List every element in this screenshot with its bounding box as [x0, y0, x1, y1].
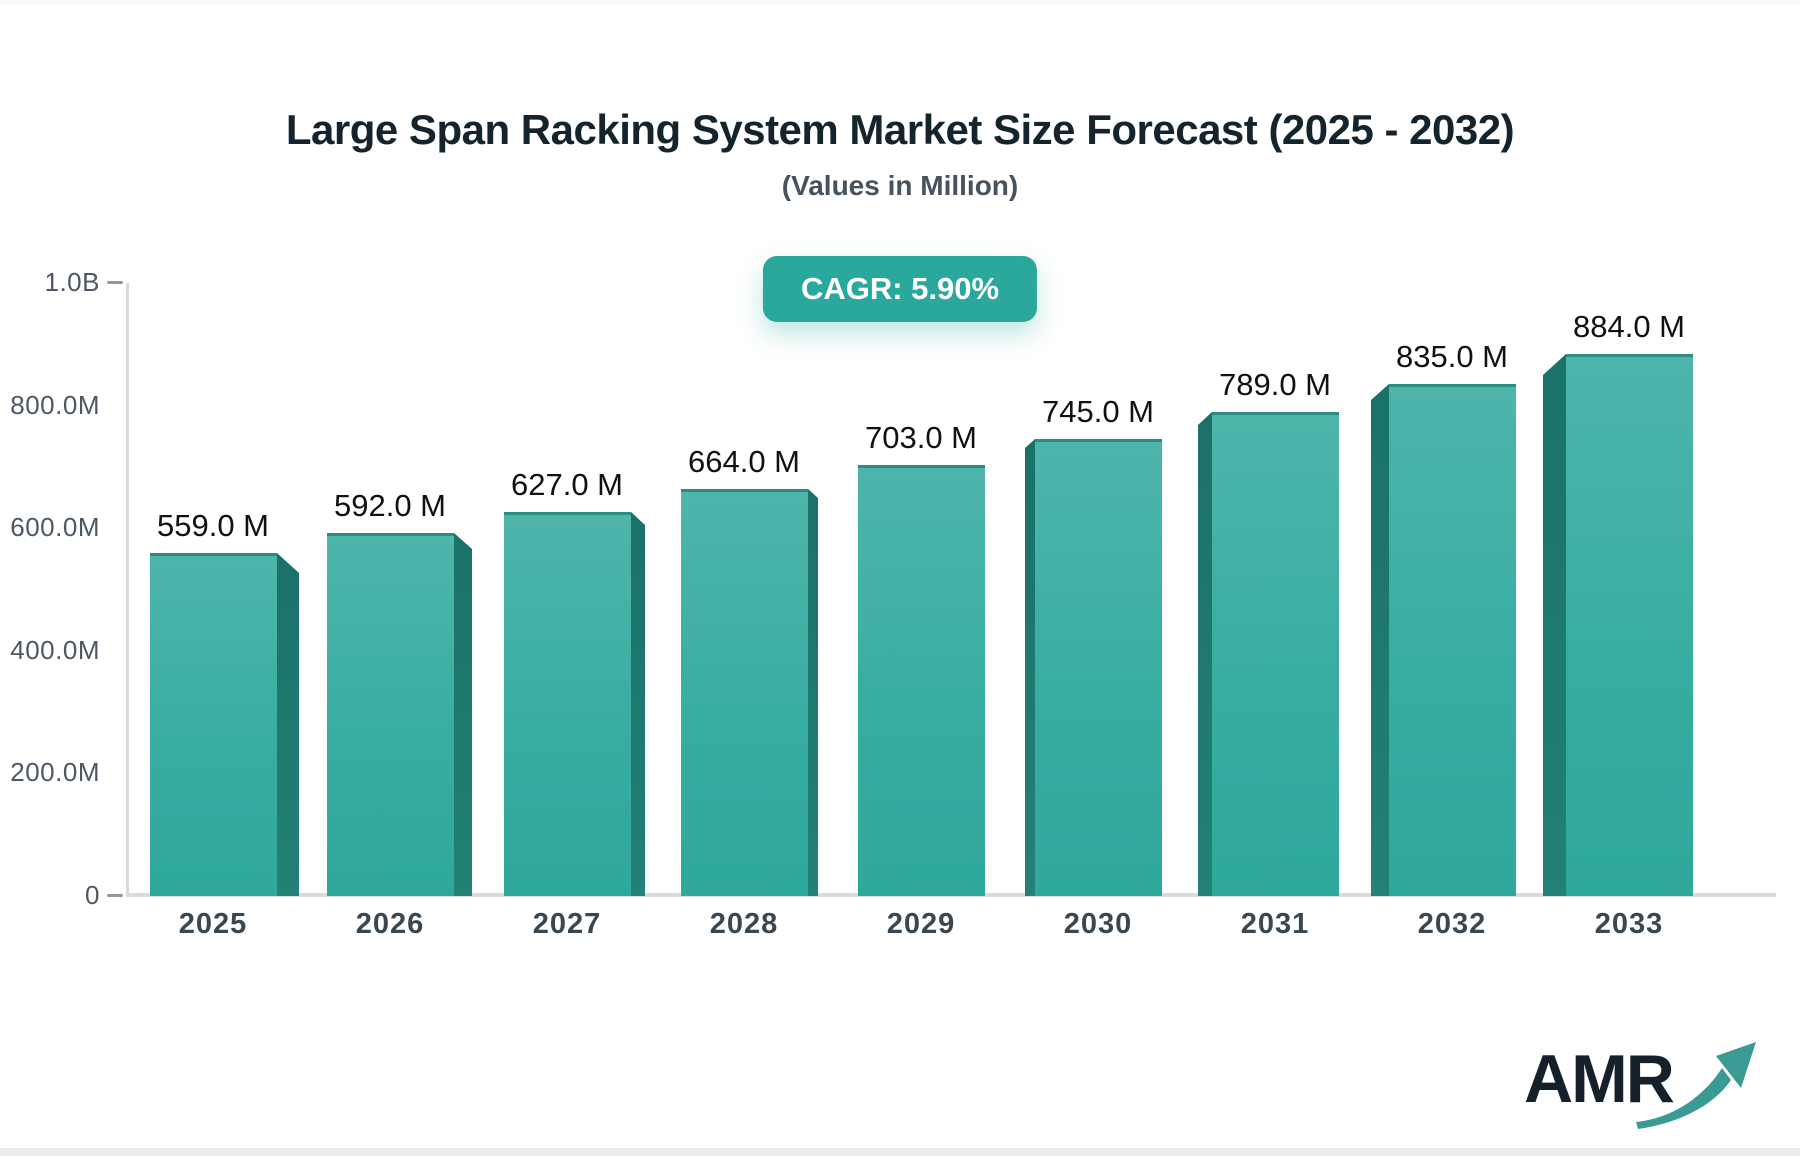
x-tick-label-2027: 2027 [532, 908, 602, 940]
y-tick-label: 400.0M [10, 634, 100, 665]
bar-value-label: 789.0 M [1218, 367, 1331, 402]
page-bottom-strip [0, 1148, 1800, 1156]
bar-value-label: 884.0 M [1572, 309, 1685, 344]
bar-2029[interactable] [858, 465, 985, 896]
bar-2033[interactable] [1566, 354, 1693, 896]
bar-value-label: 745.0 M [1041, 394, 1154, 429]
bar-2028[interactable] [681, 489, 808, 896]
bar-side-face [454, 533, 472, 896]
y-tick-mark [107, 281, 123, 284]
y-tick-label: 200.0M [10, 757, 100, 788]
x-tick-label-2030: 2030 [1063, 908, 1133, 940]
cagr-badge: CAGR: 5.90% [762, 256, 1038, 322]
bar-value-label: 703.0 M [864, 420, 977, 455]
chart-title: Large Span Racking System Market Size Fo… [285, 106, 1515, 153]
bar-side-face [808, 489, 818, 896]
bar-side-face [1543, 354, 1566, 896]
bar-2030[interactable] [1035, 439, 1162, 896]
bar-value-label: 664.0 M [687, 444, 800, 479]
x-tick-label-2033: 2033 [1594, 908, 1664, 940]
y-tick-label: 0 [85, 880, 100, 910]
amr-logo-arrow-tail [1636, 1068, 1731, 1129]
amr-logo-text: AMR [1524, 1041, 1674, 1117]
bar-side-face [631, 512, 645, 896]
y-axis-line [126, 283, 129, 897]
x-tick-label-2026: 2026 [355, 908, 425, 940]
x-tick-label-2029: 2029 [886, 908, 956, 940]
bar-value-label: 592.0 M [333, 488, 446, 523]
bar-value-label: 835.0 M [1395, 339, 1508, 374]
bar-side-face [277, 553, 299, 896]
bar-2032[interactable] [1389, 384, 1516, 896]
bar-value-label: 627.0 M [510, 467, 623, 502]
y-tick-label: 1.0B [44, 267, 100, 297]
bar-side-face [1198, 412, 1212, 896]
bar-value-label: 559.0 M [156, 508, 269, 543]
x-tick-label-2031: 2031 [1240, 908, 1310, 940]
y-tick-mark [107, 894, 123, 897]
bar-2025[interactable] [150, 553, 277, 896]
y-tick-label: 800.0M [10, 389, 100, 420]
x-tick-label-2025: 2025 [178, 908, 248, 940]
y-tick-label: 600.0M [10, 512, 100, 543]
bar-2026[interactable] [327, 533, 454, 896]
x-tick-label-2032: 2032 [1417, 908, 1487, 940]
page-top-strip [0, 0, 1800, 5]
amr-logo: AMR [1524, 1041, 1756, 1129]
bar-side-face [1025, 439, 1035, 896]
amr-logo-arrow-head [1716, 1042, 1756, 1088]
bar-2031[interactable] [1212, 412, 1339, 896]
x-tick-label-2028: 2028 [709, 908, 779, 940]
bar-2027[interactable] [504, 512, 631, 896]
chart-subtitle: (Values in Million) [781, 170, 1019, 201]
bar-side-face [1371, 384, 1389, 896]
